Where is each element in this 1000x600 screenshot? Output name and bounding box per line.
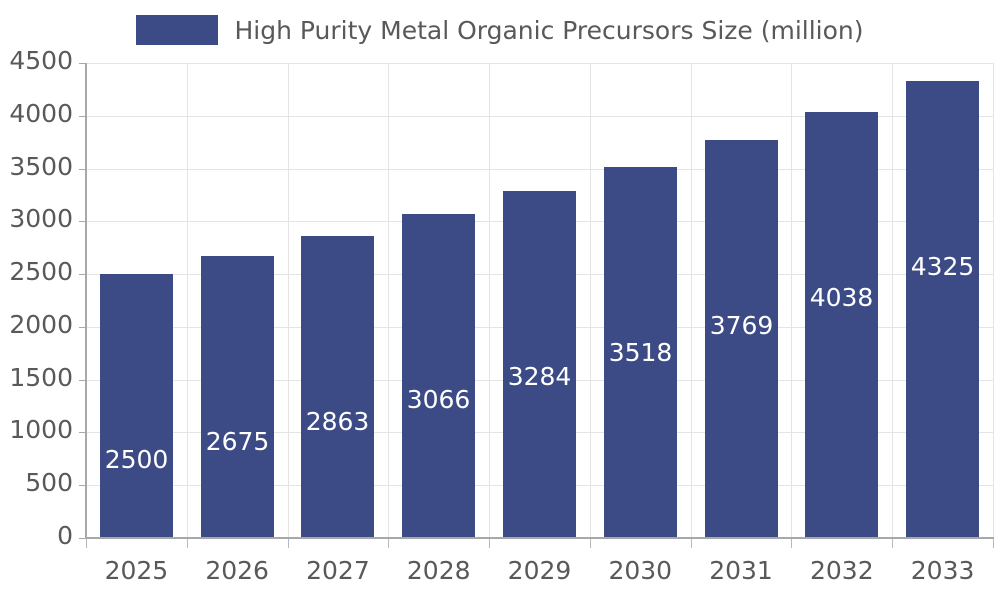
gridline-horizontal	[86, 168, 993, 170]
y-axis-tick-label: 0	[57, 521, 73, 550]
y-axis-tick-label: 4000	[9, 98, 73, 128]
gridline-vertical	[993, 63, 994, 538]
gridline-vertical	[288, 63, 289, 538]
legend-label-series-1: High Purity Metal Organic Precursors Siz…	[234, 15, 864, 45]
y-axis-spine	[85, 63, 87, 539]
y-axis-tick-label: 2000	[9, 309, 73, 339]
x-axis-tick-label: 2032	[810, 556, 874, 585]
gridline-horizontal	[86, 63, 993, 64]
y-axis-tick-mark	[79, 538, 86, 539]
x-axis-tick-mark	[288, 539, 289, 548]
x-axis-tick-label: 2027	[306, 556, 370, 585]
gridline-vertical	[187, 63, 188, 538]
gridline-vertical	[388, 63, 389, 538]
y-axis-tick-mark	[79, 485, 86, 487]
y-axis-tick-label: 1500	[9, 362, 73, 392]
bar[interactable]	[201, 255, 274, 538]
y-axis-tick-mark	[79, 274, 86, 276]
x-axis-tick-label: 2028	[406, 556, 471, 585]
bar[interactable]	[503, 191, 576, 538]
gridline-vertical	[892, 63, 893, 538]
x-axis-tick-label: 2026	[205, 556, 269, 585]
x-axis-tick-label: 2029	[507, 556, 572, 585]
x-axis-tick-mark	[993, 539, 994, 548]
x-axis-tick-mark	[791, 539, 792, 548]
x-axis-tick-mark	[892, 539, 893, 548]
y-axis-tick-mark	[79, 63, 86, 64]
bar[interactable]	[301, 235, 374, 538]
x-axis-tick-label: 2031	[709, 556, 773, 585]
bar[interactable]	[906, 81, 979, 538]
plot-area: 2500 2675 2863 3066 3284 3518 3769 4038 4325	[86, 63, 994, 539]
y-axis-tick-mark	[79, 168, 86, 170]
y-axis-tick-label: 4500	[9, 46, 73, 75]
bar[interactable]	[705, 140, 778, 538]
gridline-horizontal	[86, 115, 993, 117]
gridline-vertical	[791, 63, 792, 538]
x-axis-tick-mark	[590, 539, 591, 548]
y-axis-tick-label: 3000	[9, 204, 73, 234]
chart-legend: High Purity Metal Organic Precursors Siz…	[0, 8, 1000, 52]
y-axis-tick-mark	[79, 115, 86, 117]
x-axis-tick-mark	[187, 539, 188, 548]
y-axis-tick-label: 2500	[9, 257, 73, 287]
y-axis-tick-mark	[79, 326, 86, 328]
x-axis-tick-mark	[388, 539, 389, 548]
x-axis-tick-label: 2033	[910, 556, 975, 585]
bar[interactable]	[100, 274, 173, 538]
y-axis-tick-label: 3500	[9, 151, 73, 181]
y-axis-tick-label: 1000	[9, 415, 73, 445]
y-axis-tick-mark	[79, 221, 86, 223]
gridline-vertical	[590, 63, 591, 538]
legend-swatch-series-1[interactable]	[136, 15, 219, 45]
bar[interactable]	[604, 166, 677, 538]
bar[interactable]	[805, 111, 878, 538]
gridline-vertical	[691, 63, 692, 538]
x-axis-tick-mark	[86, 539, 87, 548]
y-axis-tick-mark	[79, 432, 86, 434]
x-axis-tick-mark	[691, 539, 692, 548]
x-axis-tick-label: 2030	[608, 556, 673, 585]
bar[interactable]	[402, 214, 475, 538]
x-axis-tick-label: 2025	[104, 556, 169, 585]
y-axis-tick-mark	[79, 379, 86, 381]
x-axis-spine	[86, 537, 994, 539]
x-axis-tick-mark	[489, 539, 490, 548]
gridline-vertical	[489, 63, 490, 538]
y-axis-tick-label: 500	[25, 468, 73, 498]
